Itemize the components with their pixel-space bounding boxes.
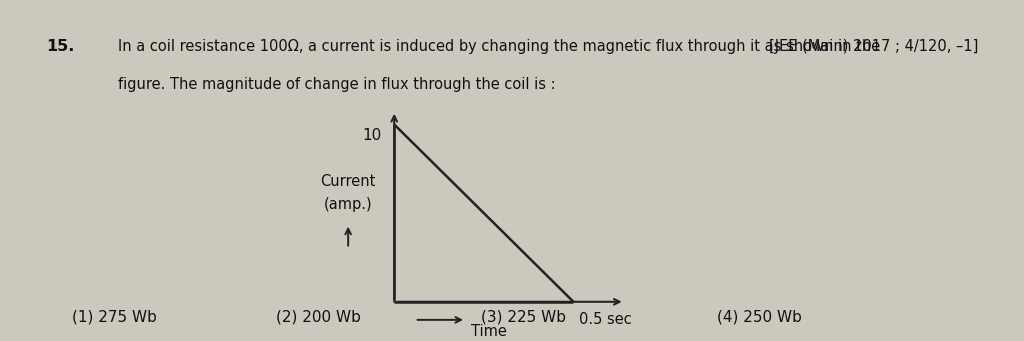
Text: In a coil resistance 100Ω, a current is induced by changing the magnetic flux th: In a coil resistance 100Ω, a current is … bbox=[118, 39, 880, 54]
Text: Time: Time bbox=[471, 324, 507, 339]
Text: figure. The magnitude of change in flux through the coil is :: figure. The magnitude of change in flux … bbox=[118, 77, 555, 92]
Text: (amp.): (amp.) bbox=[324, 197, 373, 212]
Text: (3) 225 Wb: (3) 225 Wb bbox=[481, 310, 566, 325]
Text: (1) 275 Wb: (1) 275 Wb bbox=[72, 310, 157, 325]
Text: 15.: 15. bbox=[46, 39, 75, 54]
Text: Current: Current bbox=[321, 174, 376, 189]
Text: 0.5 sec: 0.5 sec bbox=[579, 312, 632, 327]
Text: [JEE (Main) 2017 ; 4/120, –1]: [JEE (Main) 2017 ; 4/120, –1] bbox=[769, 39, 978, 54]
Text: 10: 10 bbox=[362, 128, 382, 143]
Text: (4) 250 Wb: (4) 250 Wb bbox=[717, 310, 802, 325]
Text: (2) 200 Wb: (2) 200 Wb bbox=[276, 310, 361, 325]
